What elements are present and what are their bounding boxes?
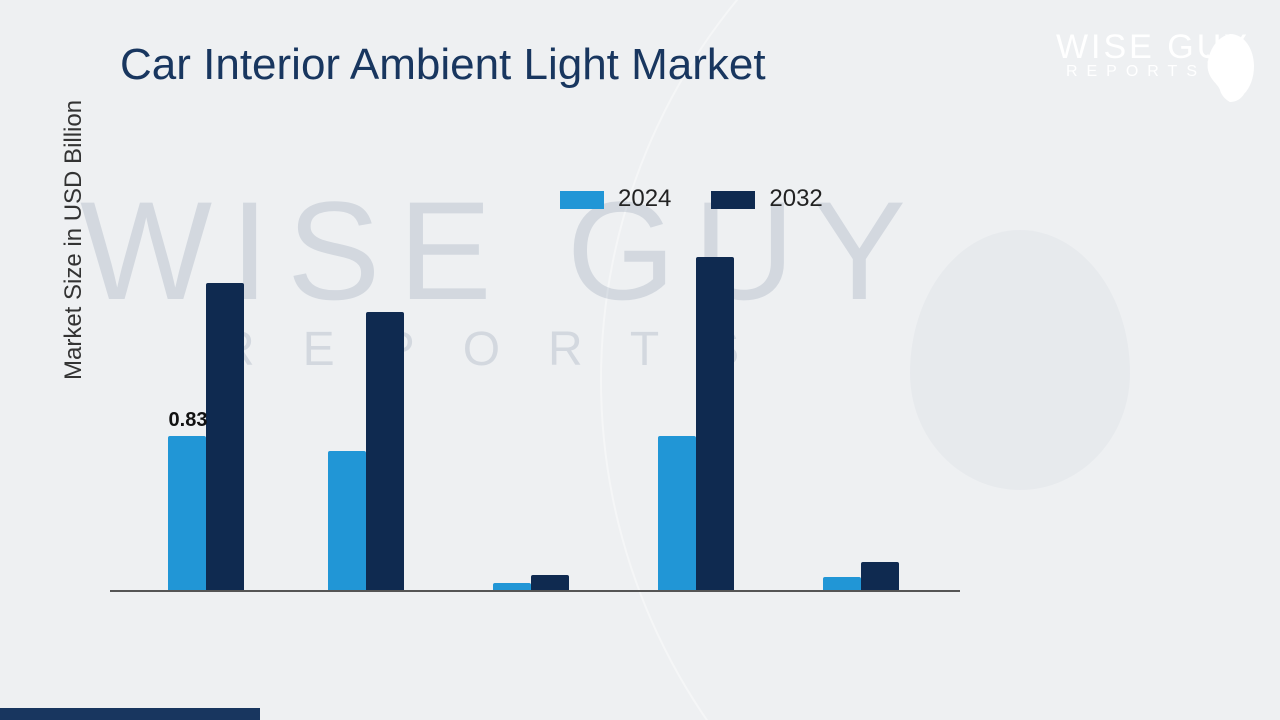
bar-y2024 — [658, 436, 696, 590]
legend-swatch-2024 — [560, 191, 604, 209]
bar-y2032 — [696, 257, 734, 590]
legend-item-2024: 2024 — [560, 185, 671, 213]
bar-y2032 — [366, 312, 404, 590]
chart-title: Car Interior Ambient Light Market — [120, 40, 766, 90]
chart-stage: WISE GUY REPORTS WISE GUY REPORTS Car In… — [0, 0, 1280, 720]
x-axis-baseline — [110, 590, 960, 592]
bar-y2024 — [168, 436, 206, 590]
legend-item-2032: 2032 — [711, 185, 822, 213]
bar-y2032 — [531, 575, 569, 590]
brand-logo: WISE GUY REPORTS — [1056, 28, 1250, 81]
bar-y2024 — [823, 577, 861, 590]
legend-label-2024: 2024 — [618, 185, 671, 212]
bar-value-label: 0.83 — [153, 409, 223, 432]
brand-line-2: REPORTS — [1056, 63, 1206, 81]
y-axis-label: Market Size in USD Billion — [60, 100, 88, 380]
plot-area: NORTH AMERICAEUROPESOUTH AMERICAASIA PAC… — [110, 220, 930, 590]
bar-y2024 — [328, 451, 366, 590]
legend-swatch-2032 — [711, 191, 755, 209]
bar-y2032 — [206, 283, 244, 590]
legend: 2024 2032 — [560, 185, 823, 213]
legend-label-2032: 2032 — [769, 185, 822, 212]
bottom-accent-bar — [0, 708, 260, 720]
brand-head-icon — [1200, 32, 1256, 102]
bar-y2032 — [861, 562, 899, 590]
bar-y2024 — [493, 583, 531, 590]
